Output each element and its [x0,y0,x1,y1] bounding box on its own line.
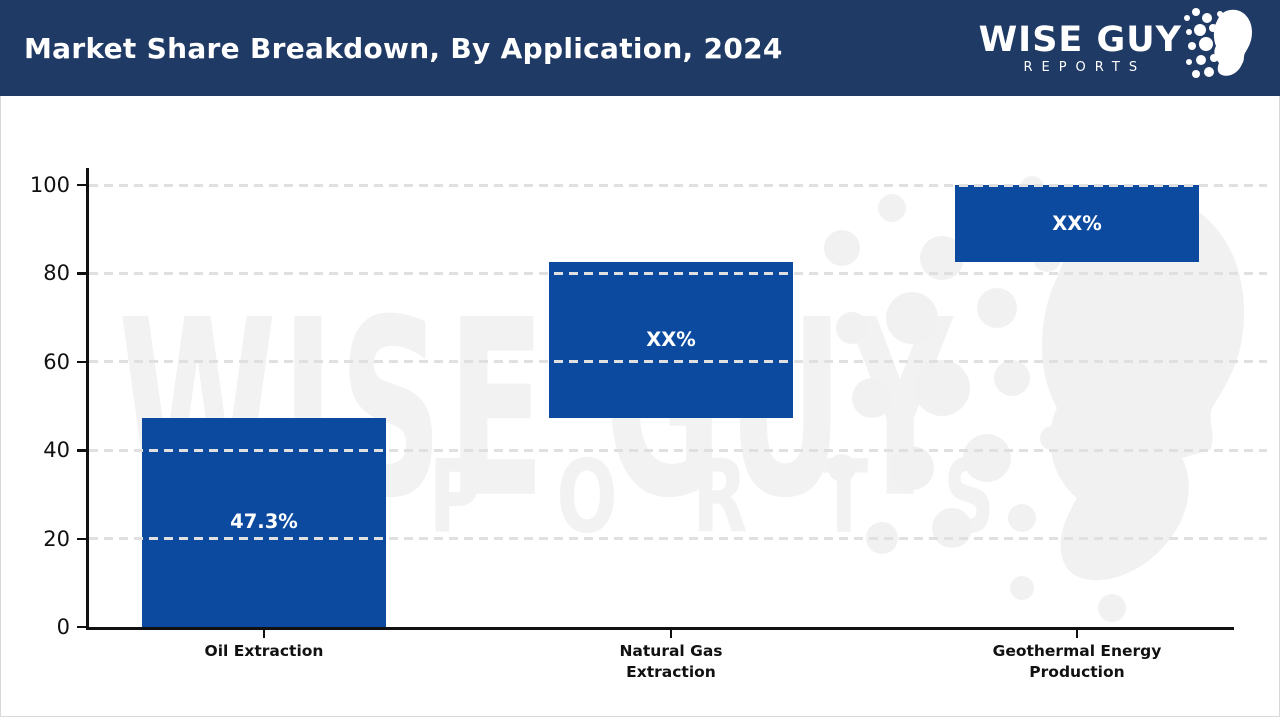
y-tick-label: 40 [43,438,70,463]
bar-segment [142,417,386,627]
bar-segment [955,185,1199,263]
y-tick-label: 80 [43,261,70,286]
bar-value-label: XX% [646,328,696,352]
y-tick-label: 60 [43,349,70,374]
y-tick-mark [77,626,86,629]
x-category-label: Oil Extraction [204,642,324,660]
page-title: Market Share Breakdown, By Application, … [24,31,783,65]
y-tick-label: 0 [56,615,70,639]
brand-logo: WISE GUY REPORTS [979,6,1256,90]
brand-name: WISE GUY [978,19,1182,60]
brand-subname: REPORTS [1023,59,1147,75]
x-tick-mark [263,630,266,638]
y-tick-mark [77,537,86,540]
gridline [89,360,1267,364]
gridline [89,448,1267,452]
gridline [89,271,1267,275]
x-tick-mark [670,630,673,638]
gridline [89,183,1267,187]
y-tick-mark [77,272,86,275]
y-axis-line [86,168,89,630]
bar-value-label: 47.3% [230,510,298,534]
brand-logo-text: WISE GUY REPORTS [979,22,1182,75]
bar-segment [549,262,793,418]
bar-value-label: XX% [1052,211,1102,235]
y-tick-mark [77,449,86,452]
x-category-label: Natural Gas Extraction [619,642,723,681]
x-tick-mark [1076,630,1079,638]
dotted-face-logo-icon [1184,8,1252,78]
x-axis-line [86,627,1234,630]
y-tick-label: 100 [29,173,70,197]
y-tick-mark [77,184,86,187]
y-tick-mark [77,360,86,364]
watermark-dotted-face [824,176,1245,622]
x-category-label: Geothermal Energy Production [992,642,1162,681]
y-tick-label: 20 [43,526,70,551]
header-bar: Market Share Breakdown, By Application, … [0,0,1280,96]
gridline [89,537,1267,541]
